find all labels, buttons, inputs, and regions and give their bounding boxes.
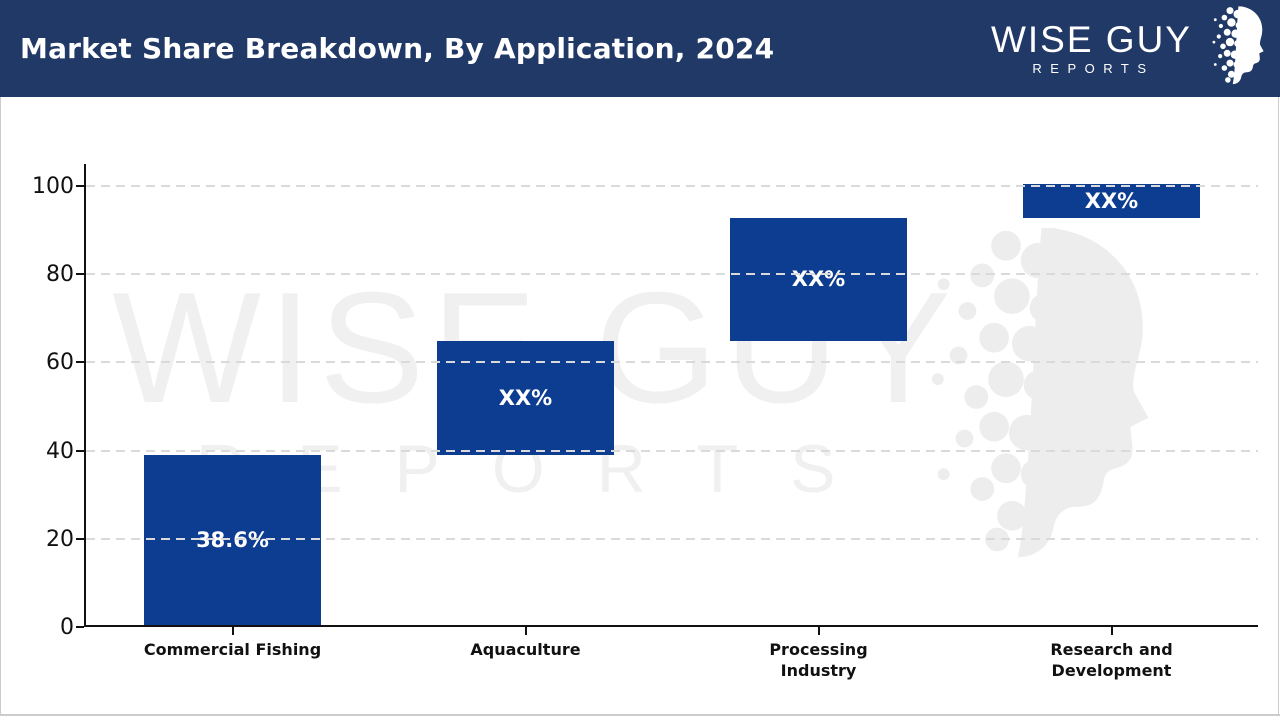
y-axis-line bbox=[84, 164, 86, 627]
logo-text: WISE GUY REPORTS bbox=[991, 21, 1192, 76]
bar-segment-2: XX% bbox=[437, 341, 614, 455]
page-title: Market Share Breakdown, By Application, … bbox=[20, 32, 775, 65]
bar-value-label: XX% bbox=[1084, 188, 1139, 213]
y-tick-mark bbox=[76, 273, 84, 276]
x-tick-mark bbox=[1110, 627, 1113, 635]
logo-subtitle: REPORTS bbox=[1032, 61, 1155, 76]
gridline-20 bbox=[86, 537, 1258, 540]
y-tick-mark bbox=[76, 449, 84, 452]
y-tick-label: 40 bbox=[46, 438, 74, 464]
x-tick-mark bbox=[231, 627, 234, 635]
bar-segment-4: XX% bbox=[1023, 184, 1200, 218]
gridline-80 bbox=[86, 273, 1258, 276]
x-category-label: Research and Development bbox=[1050, 640, 1173, 680]
bar-value-label: XX% bbox=[498, 385, 553, 410]
x-category-label: Commercial Fishing bbox=[143, 640, 322, 659]
x-category-label: Aquaculture bbox=[470, 640, 581, 659]
wise-guy-reports-logo: WISE GUY REPORTS bbox=[991, 5, 1280, 93]
y-axis: 0 20 40 60 80 100 bbox=[0, 164, 86, 639]
figure-bottom-border bbox=[0, 714, 1280, 716]
bar-value-label: XX% bbox=[791, 267, 846, 292]
x-tick-mark bbox=[524, 627, 527, 635]
x-axis-line bbox=[84, 625, 1258, 627]
gridline-100 bbox=[86, 185, 1258, 188]
bar-segment-1: 38.6% bbox=[144, 454, 321, 625]
figure-left-border bbox=[0, 97, 1, 716]
y-tick-mark bbox=[76, 185, 84, 188]
y-tick-label: 20 bbox=[46, 526, 74, 552]
logo-wordmark: WISE GUY bbox=[990, 19, 1192, 60]
y-tick-label: 60 bbox=[46, 350, 74, 376]
x-tick-mark bbox=[817, 627, 820, 635]
bar-value-label: 38.6% bbox=[196, 527, 269, 552]
figure-right-border bbox=[1278, 97, 1279, 716]
dotted-head-icon bbox=[1194, 5, 1266, 93]
y-tick-mark bbox=[76, 361, 84, 364]
y-tick-label: 0 bbox=[60, 615, 74, 640]
bar-segment-3: XX% bbox=[730, 217, 907, 342]
gridline-60 bbox=[86, 361, 1258, 364]
plot-area: 0 20 40 60 80 100 38.6% Commercial Fishing XX% A… bbox=[32, 164, 1258, 680]
y-tick-mark bbox=[76, 537, 84, 540]
watermark-dotted-head-icon bbox=[856, 222, 1156, 582]
y-tick-label: 80 bbox=[46, 262, 74, 288]
header-bar: Market Share Breakdown, By Application, … bbox=[0, 0, 1280, 97]
x-category-label: Processing Industry bbox=[769, 640, 868, 680]
y-tick-label: 100 bbox=[32, 174, 74, 200]
gridline-40 bbox=[86, 449, 1258, 452]
y-tick-mark bbox=[76, 626, 84, 628]
